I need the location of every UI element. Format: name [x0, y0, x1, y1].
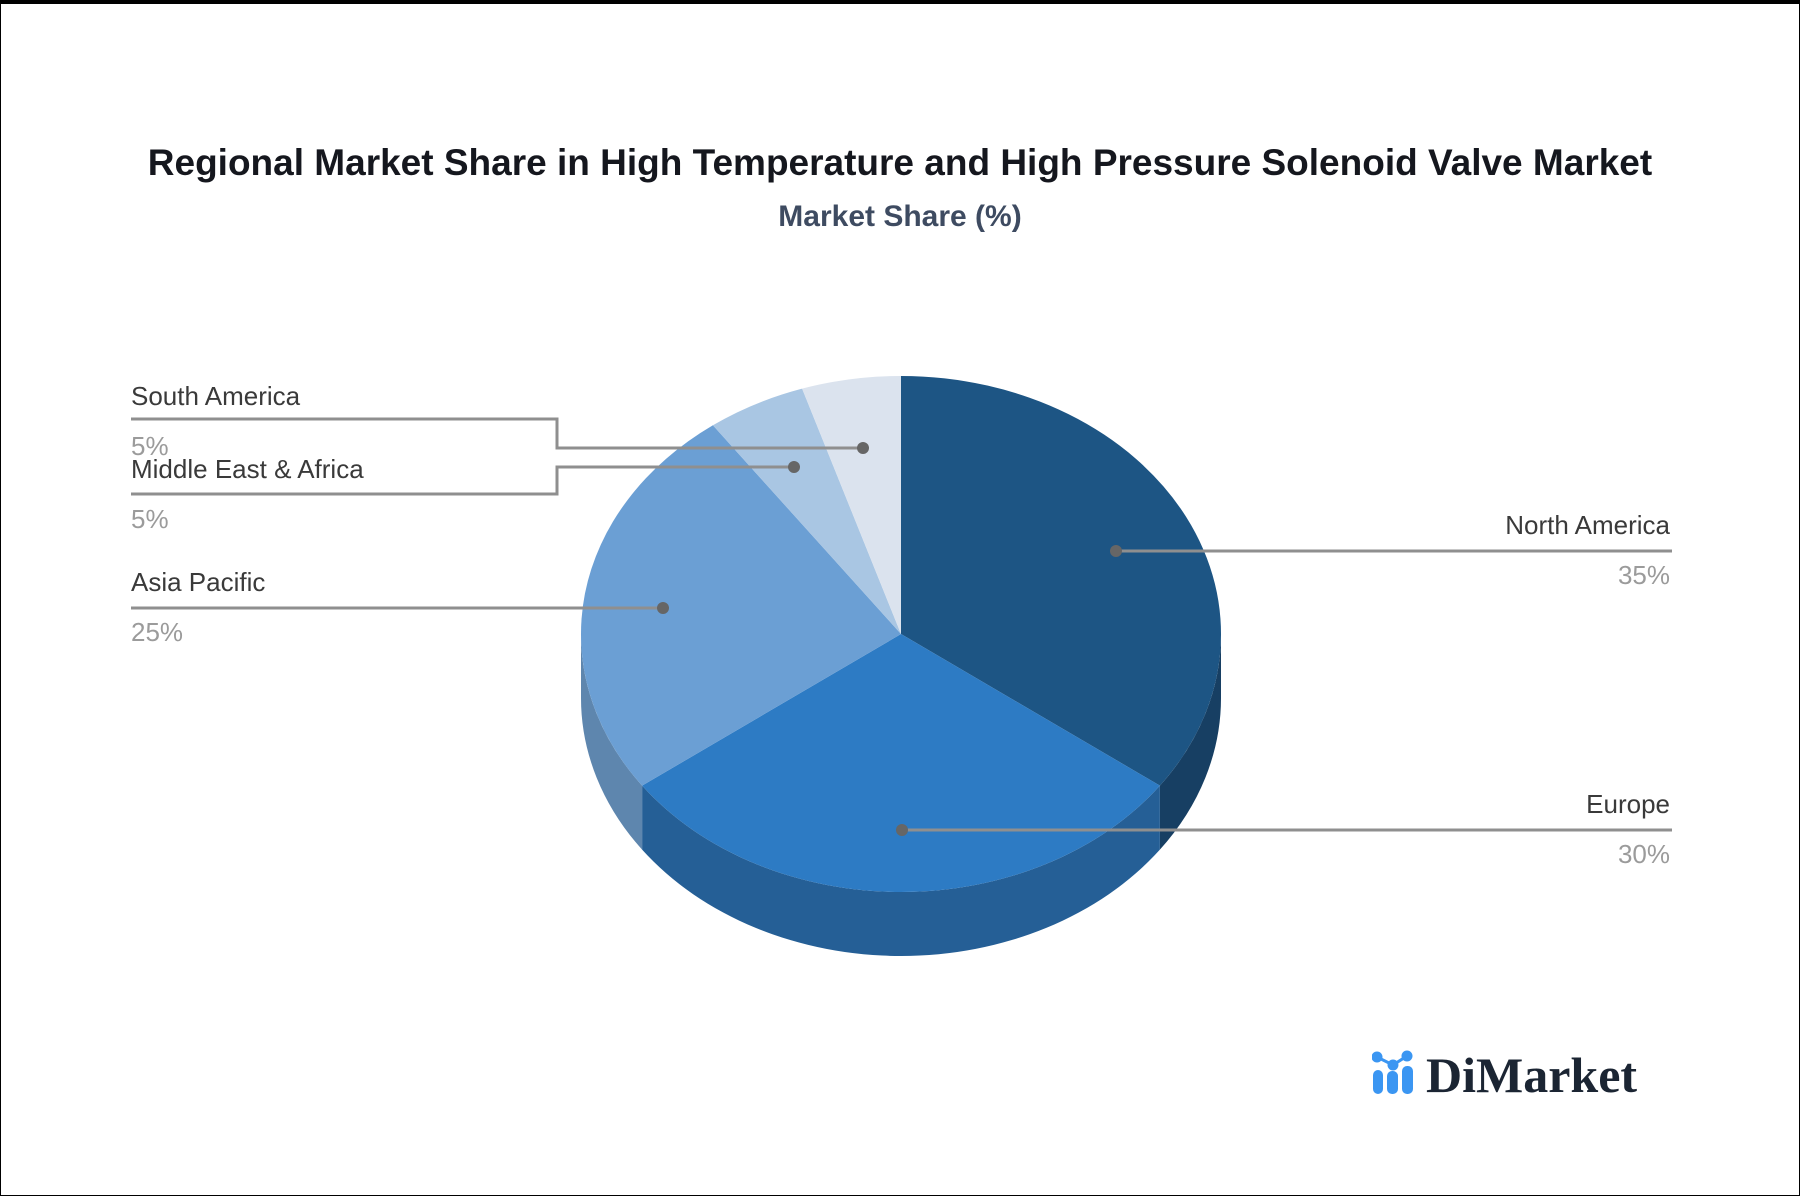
pie-slice-south-america — [802, 376, 901, 634]
callout-asia-pacific: Asia Pacific 25% — [131, 567, 265, 648]
pie-slice-middle-east-africa — [712, 388, 901, 634]
callout-south-america: South America 5% — [131, 381, 300, 462]
slice-label: Asia Pacific — [131, 567, 266, 597]
pie-3d-walls — [581, 634, 1221, 957]
slice-percent: 5% — [131, 431, 169, 461]
chart-title: Regional Market Share in High Temperatur… — [147, 142, 1653, 183]
callout-europe: Europe 30% — [1586, 789, 1670, 870]
slice-label: North America — [1505, 510, 1670, 540]
slice-label: South America — [131, 381, 301, 411]
callout-dot-europe — [896, 824, 908, 836]
callout-middle-east-africa: Middle East & Africa 5% — [131, 454, 364, 535]
pie-slice-wall-north-america — [1159, 634, 1221, 850]
callout-north-america: North America 35% — [1505, 510, 1670, 591]
chart-subtitle: Market Share (%) — [778, 200, 1022, 233]
callout-dot-south-america — [857, 442, 869, 454]
callout-lines — [131, 417, 1672, 832]
pie-slice-europe — [642, 634, 1160, 893]
callout-dot-middle-east-africa — [788, 461, 800, 473]
dimarket-logo: DiMarket — [1372, 1046, 1637, 1100]
callout-dot-asia-pacific — [657, 602, 669, 614]
slice-label: Europe — [1586, 789, 1670, 819]
pie-chart — [131, 376, 1672, 957]
slice-percent: 25% — [131, 617, 184, 647]
pie-slices — [580, 376, 1222, 893]
callout-line-south-america — [131, 417, 863, 450]
pie-slice-wall-europe — [642, 785, 1160, 957]
callout-line-middle-east-africa — [131, 465, 794, 496]
pie-slice-wall-asia-pacific — [581, 634, 643, 850]
callout-dots — [657, 442, 1122, 836]
bar-chart-trend-icon — [1372, 1050, 1413, 1094]
slice-percent: 30% — [1617, 839, 1670, 869]
slice-label: Middle East & Africa — [131, 454, 364, 484]
pie-slice-asia-pacific — [580, 425, 901, 786]
logo-text: DiMarket — [1426, 1047, 1638, 1103]
pie-slice-north-america — [901, 376, 1222, 786]
callout-dot-north-america — [1110, 545, 1122, 557]
slice-percent: 35% — [1617, 560, 1670, 590]
slice-percent: 5% — [131, 504, 169, 534]
